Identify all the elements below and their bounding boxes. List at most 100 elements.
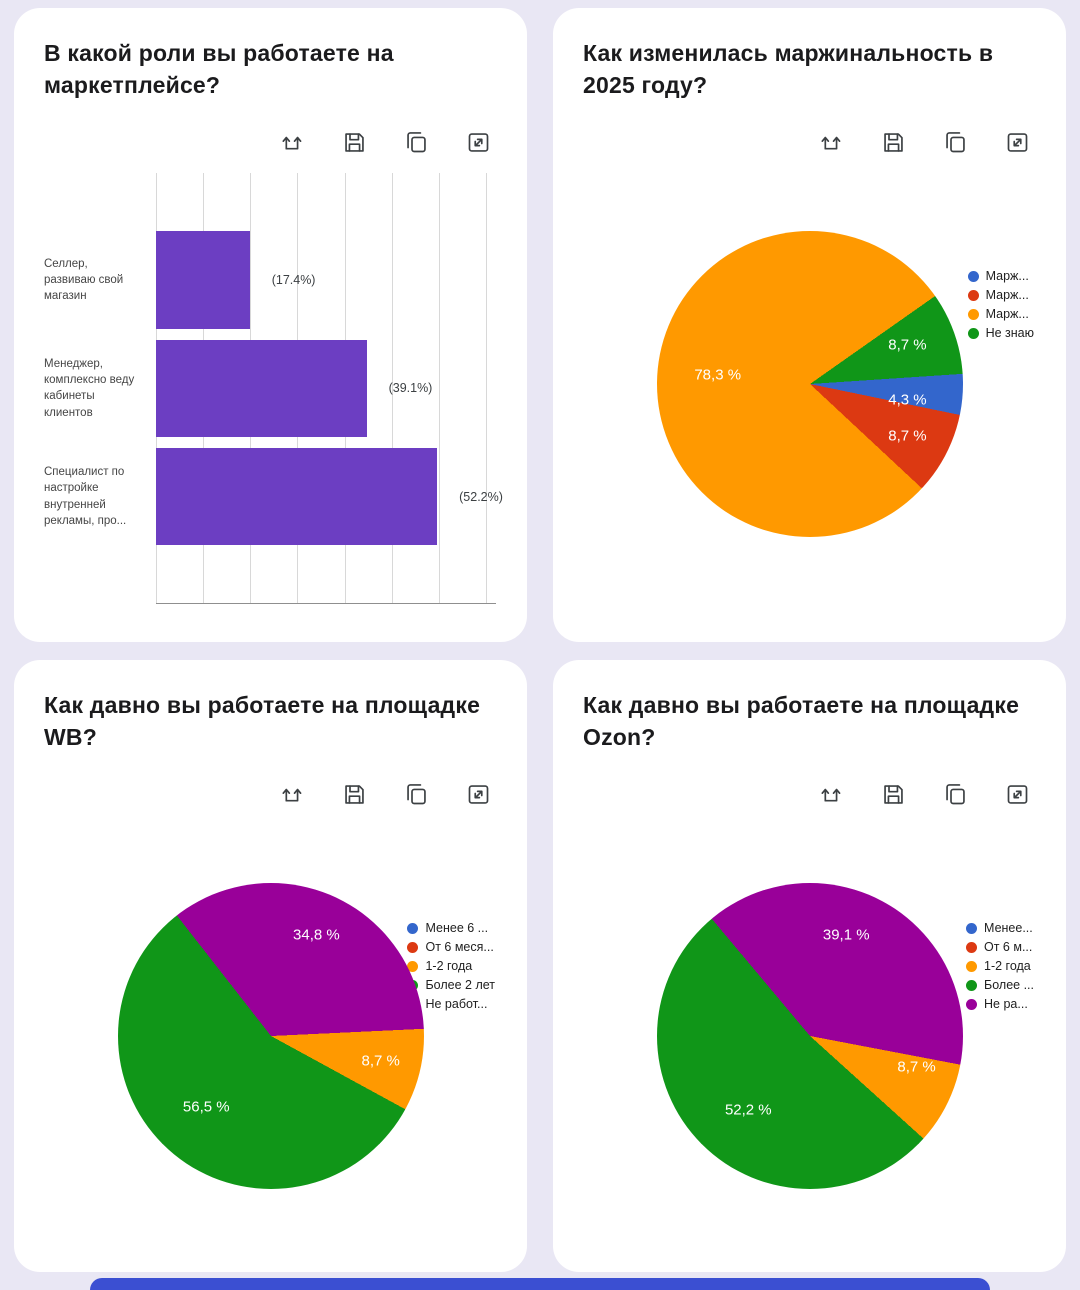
save-button[interactable]	[339, 127, 369, 157]
copy-button[interactable]	[401, 127, 431, 157]
legend-label: Марж...	[985, 307, 1029, 322]
legend-label: Марж...	[985, 288, 1029, 303]
chart-toolbar	[44, 779, 497, 809]
legend-dot	[407, 960, 419, 972]
legend-label: 1-2 года	[984, 959, 1031, 974]
legend-item: Не ра...	[966, 997, 1034, 1011]
copy-button[interactable]	[940, 779, 970, 809]
legend-label: Менее...	[984, 921, 1033, 936]
expand-icon	[1007, 785, 1027, 804]
swap-arrows-button[interactable]	[277, 127, 307, 157]
swap-arrows-icon	[281, 136, 301, 150]
legend-item: Более 2 лет	[407, 978, 495, 992]
save-button[interactable]	[339, 779, 369, 809]
bar-category-label: Селлер, развиваю свой магазин	[44, 257, 124, 303]
legend-label: Более 2 лет	[425, 978, 495, 993]
pie-slice-label: 8,7 %	[361, 1052, 400, 1070]
copy-icon	[945, 132, 965, 153]
bar-x-axis	[156, 603, 496, 605]
save-button[interactable]	[878, 127, 908, 157]
next-card-peek	[90, 1278, 990, 1290]
bar-value-label: (39.1%)	[388, 381, 433, 396]
swap-arrows-button[interactable]	[816, 127, 846, 157]
legend-label: Более ...	[984, 978, 1034, 993]
grid-line	[486, 173, 487, 604]
chart-card-margin: Как изменилась маржинальность в 2025 год…	[553, 8, 1066, 642]
legend-item: 1-2 года	[407, 959, 495, 973]
legend-label: 1-2 года	[425, 959, 473, 974]
copy-icon	[406, 784, 426, 805]
pie-chart-ozon: Менее... От 6 м... 1-2 года Более ... Не ра.…	[583, 883, 1036, 1190]
bar-chart-role: Селлер, развиваю свой магазин (17.4%) Мене…	[44, 173, 503, 613]
chart-title-margin: Как изменилась маржинальность в 2025 год…	[583, 40, 994, 98]
expand-button[interactable]	[1002, 127, 1032, 157]
chart-card-wb: Как давно вы работаете на площадке WB? М…	[14, 660, 527, 1272]
legend-item: Менее 6 ...	[407, 921, 495, 935]
bar	[156, 231, 250, 329]
legend-item: Марж...	[967, 269, 1034, 284]
expand-icon	[1007, 133, 1027, 152]
chart-card-ozon: Как давно вы работаете на площадке Ozon?…	[553, 660, 1066, 1272]
legend-dot	[966, 960, 978, 972]
legend-item: 1-2 года	[966, 959, 1034, 973]
save-button[interactable]	[878, 779, 908, 809]
save-icon	[344, 133, 364, 152]
legend-dot	[966, 979, 978, 991]
copy-icon	[406, 132, 426, 153]
pie-slice-label: 52,2 %	[724, 1101, 772, 1119]
expand-button[interactable]	[463, 127, 493, 157]
chart-legend: Менее... От 6 м... 1-2 года Более ... Не ра.…	[966, 921, 1034, 1011]
chart-title-ozon: Как давно вы работаете на площадке Ozon?	[583, 692, 1020, 750]
swap-arrows-button[interactable]	[277, 779, 307, 809]
legend-item: Более ...	[966, 978, 1034, 992]
bar-track: (39.1%)	[156, 339, 484, 438]
expand-icon	[468, 133, 488, 152]
swap-arrows-button[interactable]	[816, 779, 846, 809]
legend-label: Не работ...	[425, 997, 488, 1012]
bar-row: Специалист по настройке внутренней рекла…	[44, 448, 503, 546]
pie-slice-label: 34,8 %	[293, 926, 340, 944]
pie: 8,7 % 56,5 % 34,8 %	[117, 883, 424, 1190]
bar-rows: Селлер, развиваю свой магазин (17.4%) Мене…	[44, 231, 503, 546]
pie-slice-label: 56,5 %	[182, 1098, 230, 1116]
legend-dot	[966, 941, 978, 953]
bar	[156, 339, 367, 438]
chart-title-role: В какой роли вы работаете на маркетплейс…	[44, 40, 394, 98]
legend-dot	[407, 941, 419, 953]
bar-track: (52.2%)	[156, 448, 503, 546]
expand-button[interactable]	[1002, 779, 1032, 809]
legend-label: Не ра...	[984, 997, 1028, 1012]
grid-line	[438, 173, 440, 604]
swap-arrows-icon	[281, 788, 301, 802]
chart-legend: Менее 6 ... От 6 меся... 1-2 года Более 2 л…	[407, 921, 495, 1011]
legend-dot	[967, 289, 979, 301]
bar-row: Селлер, развиваю свой магазин (17.4%)	[44, 231, 484, 329]
pie-chart-margin: Марж... Марж... Марж... Не знаю 78,3 % 8,7 %…	[583, 231, 1036, 538]
expand-button[interactable]	[463, 779, 493, 809]
legend-item: Не знаю	[967, 326, 1034, 341]
pie-slice-label: 8,7 %	[897, 1058, 936, 1076]
chart-card-role: В какой роли вы работаете на маркетплейс…	[14, 8, 527, 642]
swap-arrows-icon	[820, 136, 840, 150]
legend-item: От 6 меся...	[407, 940, 495, 954]
copy-button[interactable]	[401, 779, 431, 809]
bar-category-label: Специалист по настройке внутренней рекла…	[44, 466, 127, 528]
pie-chart-wb: Менее 6 ... От 6 меся... 1-2 года Более 2 л…	[44, 883, 497, 1190]
legend-label: От 6 меся...	[425, 940, 494, 955]
chart-toolbar	[583, 127, 1036, 157]
bar-track: (17.4%)	[156, 231, 484, 329]
copy-button[interactable]	[940, 127, 970, 157]
save-icon	[883, 785, 903, 804]
legend-item: От 6 м...	[966, 940, 1034, 954]
bar-value-label: (17.4%)	[271, 273, 316, 288]
pie-slice-label: 39,1 %	[822, 926, 870, 944]
swap-arrows-icon	[820, 788, 840, 802]
save-icon	[883, 133, 903, 152]
legend-dot	[967, 308, 979, 320]
legend-label: Не знаю	[985, 326, 1034, 341]
grid-line	[391, 173, 393, 604]
legend-item: Марж...	[967, 288, 1034, 303]
legend-label: Марж...	[985, 269, 1029, 284]
legend-dot	[966, 998, 978, 1010]
pie-slice-label: 8,7 %	[888, 336, 927, 354]
